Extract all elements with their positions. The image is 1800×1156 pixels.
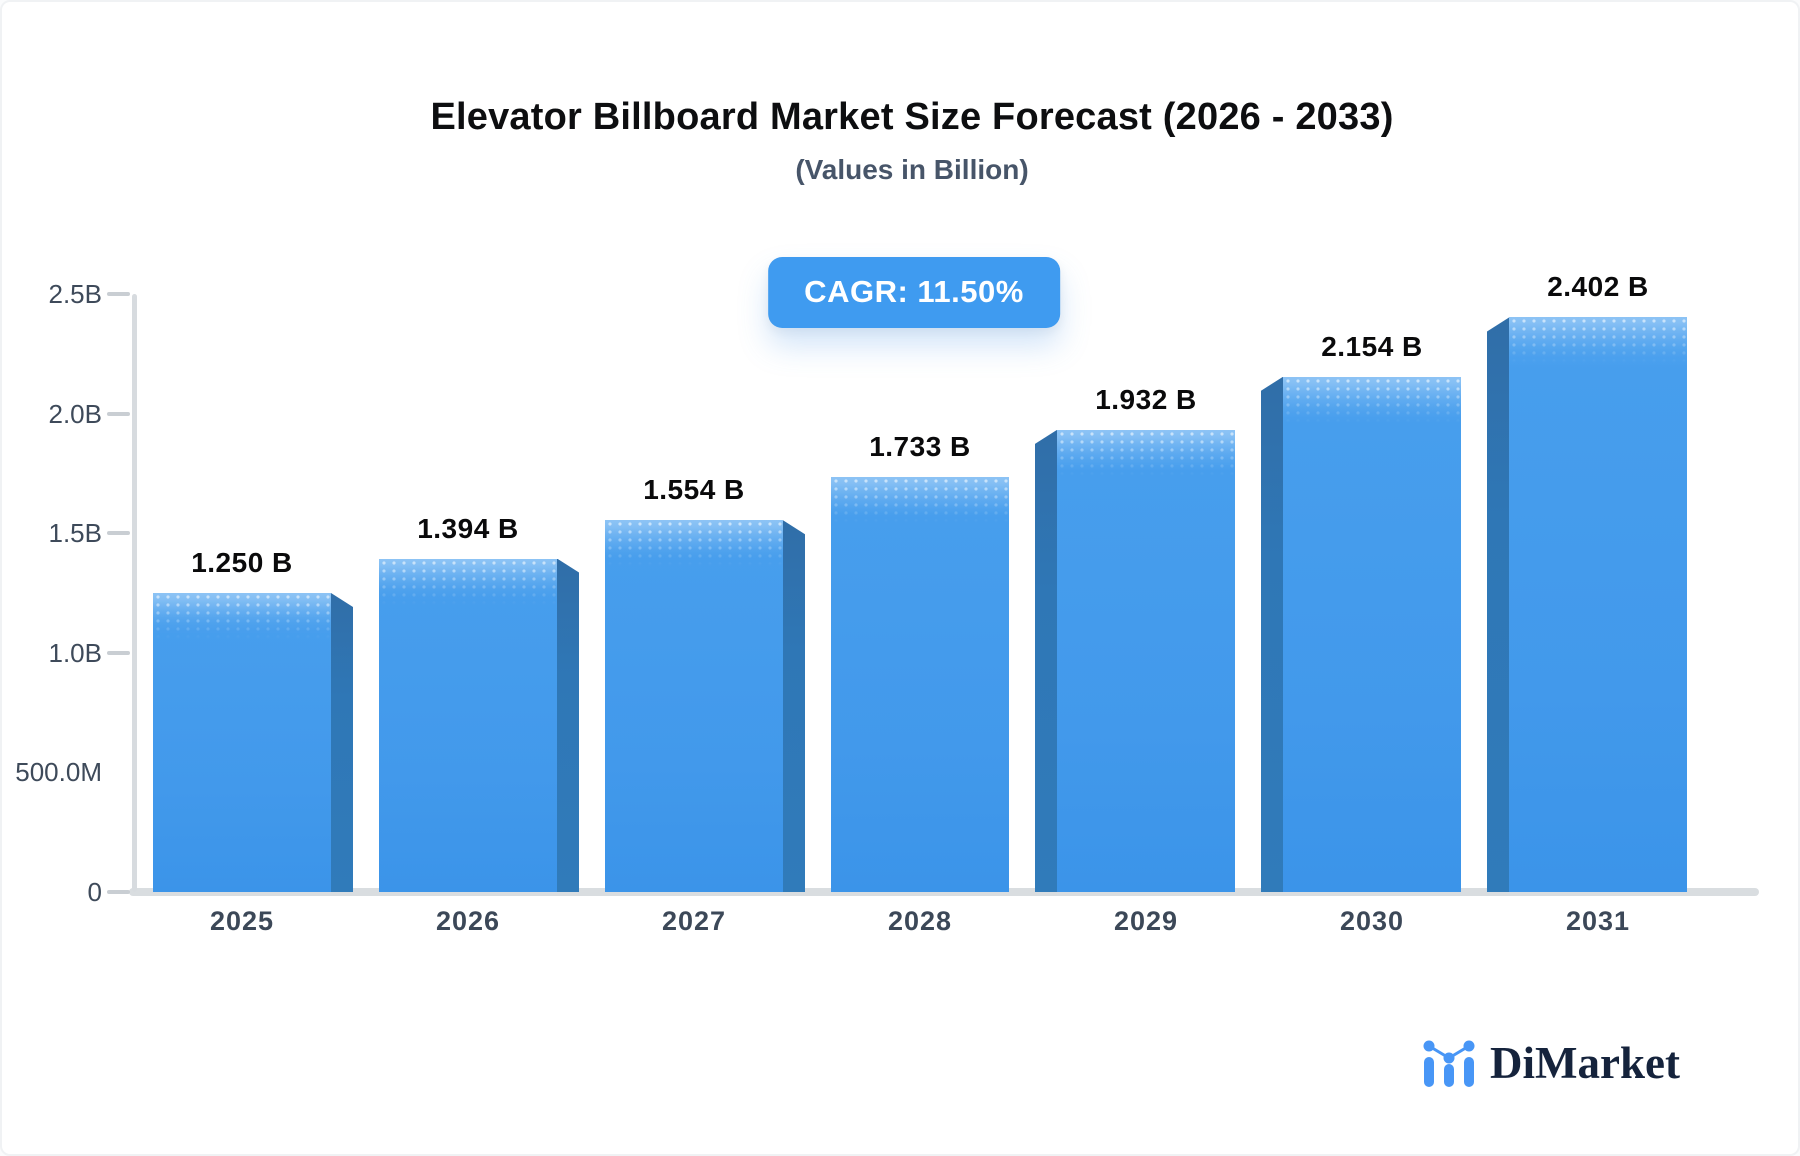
- bar-3d-side: [1261, 376, 1283, 892]
- bar-line-chart-icon: [1423, 1040, 1475, 1087]
- bar: [1509, 317, 1687, 892]
- x-axis-label: 2027: [661, 906, 727, 936]
- cagr-badge: CAGR: 11.50%: [768, 257, 1060, 328]
- bar-value-label: 2.402 B: [1547, 271, 1649, 303]
- bar-highlight-band: [605, 520, 783, 567]
- y-axis-tick-mark: [107, 890, 130, 894]
- chart-subtitle: (Values in Billion): [795, 154, 1029, 185]
- bar-3d-side: [331, 593, 353, 892]
- x-axis-label: 2029: [1113, 906, 1179, 936]
- bar-value-label: 2.154 B: [1321, 330, 1423, 362]
- dimarket-logo: DiMarket: [1422, 1036, 1680, 1090]
- x-axis-label: 2026: [435, 906, 501, 936]
- x-axis-line: [129, 888, 1759, 896]
- y-axis-tick-label: 0: [87, 877, 102, 907]
- brand-name: DiMarket: [1490, 1038, 1680, 1088]
- bar-highlight-band: [831, 477, 1009, 524]
- bar-highlight-band: [1057, 429, 1235, 476]
- bar-value-label: 1.394 B: [417, 512, 519, 544]
- y-axis-tick-mark: [107, 650, 130, 655]
- x-axis-label: 2028: [887, 906, 953, 936]
- bar-3d-side: [783, 520, 805, 892]
- bar: [605, 520, 783, 892]
- bar-3d-side: [1035, 429, 1057, 892]
- bar-3d-side: [1487, 317, 1509, 892]
- bar-value-label: 1.554 B: [643, 474, 745, 506]
- y-axis-tick-label: 1.5B: [48, 518, 103, 549]
- bar-highlight-band: [1509, 317, 1687, 364]
- bar-highlight-band: [379, 558, 557, 605]
- bar: [153, 593, 331, 892]
- y-axis-tick-mark: [107, 411, 130, 416]
- bar-value-label: 1.932 B: [1095, 383, 1197, 415]
- bar: [1057, 429, 1235, 892]
- y-axis-tick-mark: [107, 531, 130, 536]
- chart-title: Elevator Billboard Market Size Forecast …: [430, 96, 1394, 138]
- y-axis-tick-label: 1.0B: [48, 637, 103, 668]
- x-axis-label: 2030: [1339, 906, 1405, 936]
- bar: [831, 477, 1009, 892]
- x-axis-label: 2031: [1565, 906, 1631, 936]
- bar-3d-side: [557, 558, 579, 892]
- bar: [379, 558, 557, 892]
- bar-highlight-band: [153, 593, 331, 639]
- bar: [1283, 376, 1461, 892]
- x-axis-label: 2025: [209, 906, 275, 936]
- y-axis-line: [132, 294, 137, 892]
- y-axis-tick-label: 2.0B: [48, 398, 103, 429]
- bar-value-label: 1.733 B: [869, 431, 971, 463]
- y-axis-tick-label: 2.5B: [48, 279, 103, 309]
- bar-value-label: 1.250 B: [191, 547, 293, 578]
- y-axis-tick-label: 500.0M: [15, 757, 102, 788]
- y-axis-tick-mark: [107, 292, 130, 296]
- bar-highlight-band: [1283, 376, 1461, 423]
